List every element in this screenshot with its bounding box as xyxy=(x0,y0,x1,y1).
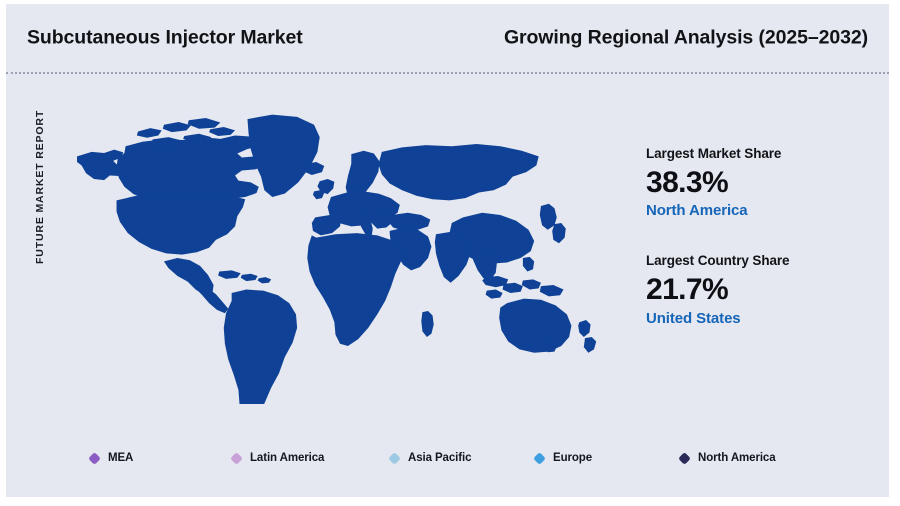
legend-dot-icon xyxy=(230,451,243,465)
legend-item-label: Latin America xyxy=(250,452,325,464)
page-title: Subcutaneous Injector Market xyxy=(27,26,303,49)
stat-label: Largest Country Share xyxy=(646,253,790,269)
world-map xyxy=(68,104,638,404)
brand-vertical-label: FUTURE MARKET REPORT xyxy=(34,109,46,264)
stat-largest-country-share: Largest Country Share 21.7% United State… xyxy=(646,253,886,326)
world-map-svg xyxy=(77,114,597,404)
legend-dot-icon xyxy=(533,451,546,465)
legend-item-label: Europe xyxy=(553,452,593,464)
stats-panel: Largest Market Share 38.3% North America… xyxy=(646,146,886,327)
legend-item-latin-america: Latin America xyxy=(230,451,390,465)
legend-item-label: MEA xyxy=(108,452,134,464)
stat-region: North America xyxy=(646,202,748,220)
stat-largest-market-share: Largest Market Share 38.3% North America xyxy=(646,146,886,219)
stat-label: Largest Market Share xyxy=(646,146,782,161)
legend-dot-icon xyxy=(678,451,691,465)
legend-item-europe: Europe xyxy=(533,451,680,465)
legend-item-label: Asia Pacific xyxy=(408,452,472,464)
legend-item-label: North America xyxy=(698,452,776,464)
legend-dot-icon xyxy=(88,451,101,465)
header-divider xyxy=(6,72,889,74)
legend-item-mea: MEA xyxy=(88,451,232,465)
world-map-landmass xyxy=(77,114,597,404)
legend-item-asia-pacific: Asia Pacific xyxy=(388,451,535,465)
stat-value: 21.7% xyxy=(646,273,729,307)
stat-value: 38.3% xyxy=(646,166,729,199)
header: Subcutaneous Injector Market Growing Reg… xyxy=(6,4,889,72)
legend-dot-icon xyxy=(388,451,401,465)
legend: MEA Latin America Asia Pacific Europe No… xyxy=(88,451,780,465)
stat-region: United States xyxy=(646,309,741,327)
content-panel: Subcutaneous Injector Market Growing Reg… xyxy=(6,4,889,497)
page-subtitle: Growing Regional Analysis (2025–2032) xyxy=(503,26,868,49)
legend-item-north-america: North America xyxy=(678,451,776,465)
